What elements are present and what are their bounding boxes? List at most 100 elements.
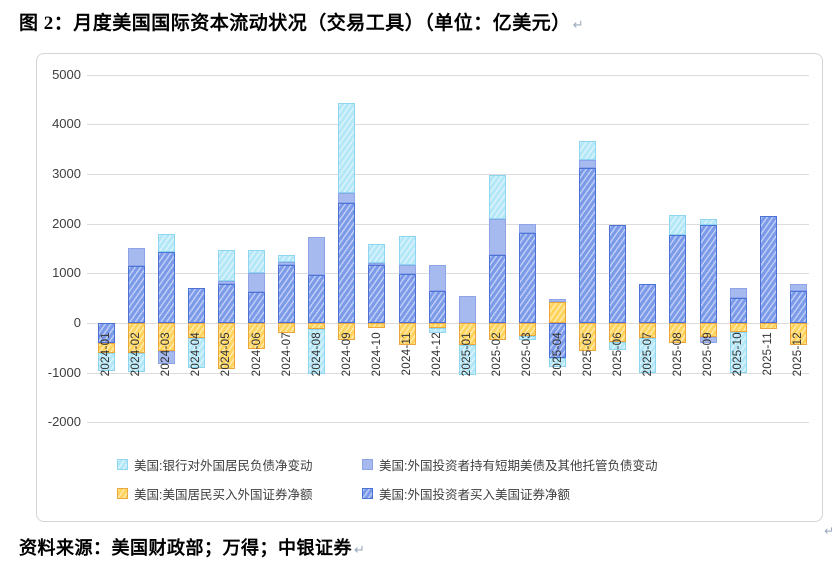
page-title: 图 2：月度美国国际资本流动状况（交易工具）（单位：亿美元） ↵ xyxy=(19,8,819,35)
bar-segment xyxy=(609,342,627,350)
x-axis-label: 2024-10 xyxy=(370,332,383,377)
paragraph-mark-icon: ↵ xyxy=(354,543,366,558)
bar-segment xyxy=(278,262,296,265)
bar-segment xyxy=(639,337,657,373)
x-axis-label: 2024-03 xyxy=(160,332,173,377)
y-axis-tick-label: 3000 xyxy=(52,165,81,181)
y-axis-tick-label: -1000 xyxy=(47,364,81,380)
bar-segment xyxy=(217,280,235,285)
x-axis-label: 2025-03 xyxy=(521,332,534,377)
bar-segment xyxy=(579,323,597,352)
bar-segment xyxy=(579,167,597,323)
bar-segment xyxy=(97,352,115,372)
legend-swatch-periwinkle xyxy=(362,459,373,470)
paragraph-mark-icon: ↵ xyxy=(572,18,585,33)
chart-panel: 5000 4000 3000 2000 1000 0 -1000 -2000 2024-01 20… xyxy=(36,53,823,522)
bar-segment xyxy=(308,323,326,330)
x-axis-label: 2024-02 xyxy=(130,332,143,377)
x-axis-label: 2024-04 xyxy=(190,332,203,377)
bar-segment xyxy=(729,297,747,323)
bar-segment xyxy=(398,264,416,274)
y-axis-tick-label: 0 xyxy=(73,315,81,330)
bar-segment xyxy=(428,327,446,333)
bar-segment xyxy=(127,265,145,323)
x-axis-label: 2024-07 xyxy=(280,332,293,377)
bar-segment xyxy=(458,296,476,323)
legend-swatch-yellow xyxy=(117,488,128,499)
legend-label: 美国:外国投资者持有短期美债及其他托管负债变动 xyxy=(379,459,658,473)
bar-segment xyxy=(248,272,265,293)
bar-segment xyxy=(699,323,717,337)
x-axis-label: 2025-11 xyxy=(762,332,775,376)
bar-segment xyxy=(699,224,717,323)
gridline xyxy=(87,323,809,324)
paragraph-mark-icon: ↵ xyxy=(824,524,833,538)
bar-segment xyxy=(187,323,205,338)
bar-segment xyxy=(187,337,205,368)
y-axis-tick-label: 2000 xyxy=(52,215,81,231)
bar-segment xyxy=(428,264,446,292)
bar-segment xyxy=(789,283,807,292)
bar-segment xyxy=(398,236,416,265)
bar-segment xyxy=(248,292,265,323)
bar-segment xyxy=(609,323,627,343)
bar-segment xyxy=(488,254,506,323)
bar-segment xyxy=(759,323,777,330)
bar-segment xyxy=(549,358,566,368)
bar-segment xyxy=(157,251,175,323)
bar-segment xyxy=(609,224,627,323)
bar-segment xyxy=(488,174,506,219)
bar-segment xyxy=(518,323,536,337)
bar-segment xyxy=(338,192,356,203)
bar-segment xyxy=(639,323,657,338)
x-axis-label: 2024-11 xyxy=(401,332,413,376)
bar-segment xyxy=(308,274,326,323)
bar-segment xyxy=(157,323,175,352)
bar-segment xyxy=(759,216,777,323)
bar-segment xyxy=(308,236,326,275)
bar-segment xyxy=(368,264,386,323)
x-axis-label: 2025-02 xyxy=(491,332,504,377)
bar-segment xyxy=(97,323,115,343)
bar-segment xyxy=(217,284,235,323)
gridline xyxy=(87,174,809,175)
bar-segment xyxy=(729,287,747,298)
bar-segment xyxy=(338,202,356,323)
gridline xyxy=(87,224,809,225)
legend-swatch-cyan xyxy=(117,459,128,470)
bar-segment xyxy=(368,323,386,328)
x-axis-label: 2024-01 xyxy=(100,332,112,377)
y-axis-tick-label: 4000 xyxy=(52,116,81,132)
bar-segment xyxy=(518,233,536,323)
legend-label: 美国:银行对外国居民负债净变动 xyxy=(134,459,313,473)
bar-segment xyxy=(458,344,476,375)
bar-segment xyxy=(398,273,416,323)
bar-segment xyxy=(699,336,717,344)
x-axis-label: 2025-08 xyxy=(671,332,684,377)
legend-item-short-term-treasuries: 美国:外国投资者持有短期美债及其他托管负债变动 xyxy=(362,455,657,474)
bar-segment xyxy=(579,140,597,161)
bar-segment xyxy=(428,323,446,328)
gridline xyxy=(87,422,809,423)
bar-segment xyxy=(217,323,235,370)
bar-segment xyxy=(458,323,476,345)
bar-segment xyxy=(579,160,597,168)
x-axis-label: 2024-08 xyxy=(310,332,323,377)
bar-segment xyxy=(187,287,205,323)
bar-segment xyxy=(729,331,747,374)
x-axis-label: 2024-12 xyxy=(431,332,444,377)
x-axis-label: 2024-05 xyxy=(220,332,233,377)
bar-segment xyxy=(248,323,265,350)
bar-segment xyxy=(789,323,807,345)
bar-segment xyxy=(338,323,356,340)
bar-segment xyxy=(308,329,326,375)
x-axis-label: 2025-04 xyxy=(551,332,564,377)
legend-label: 美国:美国居民买入外国证券净额 xyxy=(134,488,313,502)
bar-segment xyxy=(549,323,566,359)
gridline xyxy=(87,75,809,76)
bar-segment xyxy=(157,351,175,365)
bar-segment xyxy=(278,254,296,263)
y-axis-tick-label: 1000 xyxy=(52,265,81,281)
bar-segment xyxy=(248,249,265,273)
